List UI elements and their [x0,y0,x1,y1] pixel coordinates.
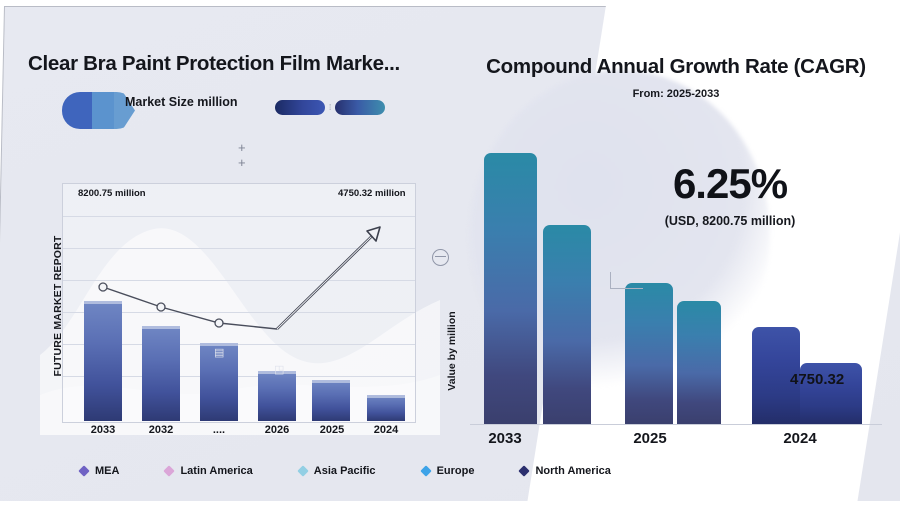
bar-ellipsis [200,343,238,421]
legend-item-mea[interactable]: MEA [78,465,120,477]
right-chart-axis-line [470,424,882,425]
legend-item-north-america[interactable]: North America [518,465,611,477]
bar-2032 [142,326,180,421]
ghost-square-icon: ◳ [274,364,285,376]
left-chart-bars: ▤ ◳ [62,183,414,421]
trend-polyline [102,286,278,330]
legend-item-latin-america[interactable]: Latin America [163,465,253,477]
gridline [63,344,415,345]
cagr-period: From: 2025-2033 [632,88,720,100]
pill-separator-icon: ⁞ [329,103,332,112]
x-label-right-2025: 2025 [633,430,667,447]
ghost-list-icon: ▤ [214,347,225,359]
left-chart-x-labels: 2033 2032 .... 2026 2025 2024 [62,424,414,442]
cagr-value-note: (USD, 8200.75 million) [664,214,796,228]
x-label-2024: 2024 [373,424,399,436]
legend-label: Europe [436,465,475,477]
brand-logo-icon [62,92,135,129]
right-chart-tick-decoration [610,272,643,289]
legend-label: Asia Pacific [313,465,376,477]
bar-2024-b [800,363,862,425]
legend-diamond-icon [518,465,531,477]
x-label-2032: 2032 [148,424,174,436]
plus-icon: + [238,155,246,170]
gridline [63,376,415,377]
bar-2026 [258,371,296,421]
bar-2024 [367,395,405,421]
x-label-right-2033: 2033 [488,430,522,447]
minus-circle-icon [432,249,449,266]
right-chart-data-label: 4750.32 [790,371,845,388]
market-size-label: Market Size million [125,95,238,109]
gradient-pill-secondary [335,100,386,115]
right-chart-y-axis-label: Value by million [446,311,458,391]
gradient-pill-primary [275,100,325,115]
left-chart-start-value-label: 8200.75 million [78,188,146,199]
legend-item-asia-pacific[interactable]: Asia Pacific [297,465,376,477]
growth-arrow-head [366,226,381,242]
right-chart-bars [470,130,880,425]
legend-label: North America [535,465,611,477]
page-title: Clear Bra Paint Protection Film Marke... [28,52,400,75]
gridline [63,312,415,313]
bar-2033-a [484,153,537,425]
plus-marks-decoration: + + [238,140,246,170]
color-key-pills: ⁞ [275,100,386,115]
left-chart-trend-overlay [98,226,381,330]
x-label-2025: 2025 [319,424,345,436]
cagr-title: Compound Annual Growth Rate (CAGR) [486,55,866,78]
bar-2024-a [752,327,800,425]
gridline [63,216,415,217]
x-label-2033: 2033 [90,424,116,436]
bar-2025-a [625,283,673,425]
gridline [63,280,415,281]
legend-diamond-icon [78,465,90,477]
legend-diamond-icon [163,465,176,477]
legend-label: MEA [95,465,120,477]
trend-point [156,302,166,312]
legend-label: Latin America [180,465,253,477]
x-label-2026: 2026 [264,424,290,436]
left-chart-end-value-label: 4750.32 million [338,188,406,199]
legend-diamond-icon [297,465,309,477]
trend-point [98,282,108,292]
growth-arrow-highlight [276,234,374,330]
bar-2033-b [543,225,591,425]
cagr-value: 6.25% [672,160,788,207]
x-label-ellipsis: .... [212,424,226,436]
legend-diamond-icon [419,465,432,477]
bar-2025 [312,380,350,421]
legend-item-europe[interactable]: Europe [419,465,475,477]
trend-point [214,318,224,328]
region-legend: MEA Latin America Asia Pacific Europe No… [78,465,611,477]
x-label-right-2024: 2024 [783,430,817,447]
bar-2025-b [677,301,721,425]
gridline [63,248,415,249]
bar-2033 [84,301,122,421]
plus-icon: + [238,140,246,155]
